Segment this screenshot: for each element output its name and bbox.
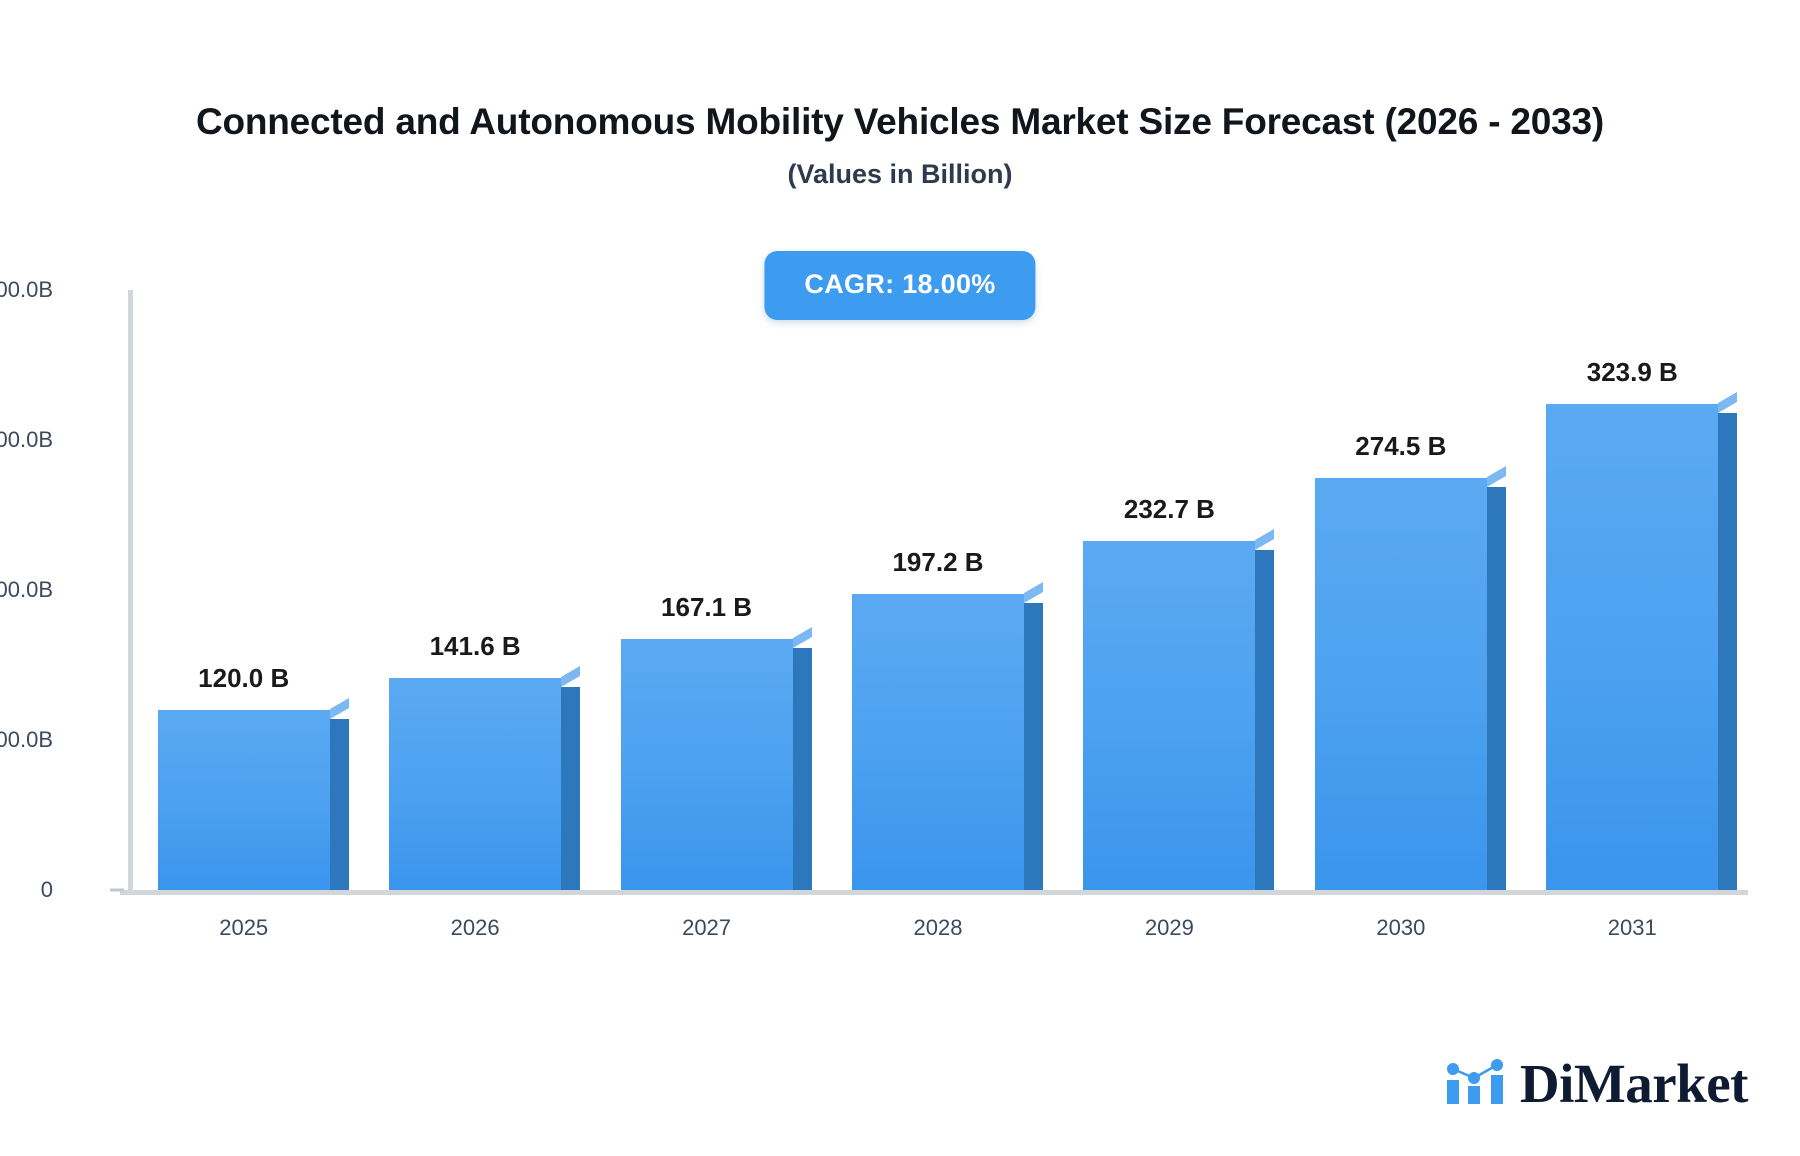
x-axis-tick-label: 2031 <box>1607 915 1657 940</box>
title-block: Connected and Autonomous Mobility Vehicl… <box>0 101 1800 189</box>
bar-front-face <box>620 639 793 890</box>
bar-top-face <box>561 665 581 687</box>
bar-side-face <box>1486 487 1506 890</box>
bar-top-face <box>1718 392 1738 414</box>
bar[interactable]: 120.0 B <box>157 663 349 890</box>
bar-value-label: 323.9 B <box>1586 357 1678 388</box>
bar-value-label: 167.1 B <box>661 592 753 623</box>
bar-side-face <box>329 719 349 890</box>
bar-front-face <box>389 677 562 890</box>
dimarket-logo: DiMarket <box>1445 1053 1749 1114</box>
bar-top-face <box>1486 466 1506 488</box>
x-axis-tick-label: 2025 <box>219 915 269 940</box>
bar-front-face <box>1546 404 1719 890</box>
bar-side-face <box>561 686 581 890</box>
bar-front-face <box>1314 478 1487 890</box>
bar-side-face <box>1255 549 1275 890</box>
y-axis-tick-label: 100.0B <box>0 727 53 752</box>
bar-side-face <box>792 648 812 890</box>
bar-side-face <box>1024 603 1043 890</box>
y-axis-tick-label: 200.0B <box>0 577 53 602</box>
bar-front-face <box>157 710 330 890</box>
bar[interactable]: 197.2 B <box>852 547 1043 890</box>
bar-value-label: 141.6 B <box>429 630 521 661</box>
bar-side-face <box>1718 413 1738 890</box>
plot-area: 0 100.0B 200.0B 300.0B 400.0B 120.0 B 141.6 B… <box>0 277 1748 940</box>
bar[interactable]: 167.1 B <box>620 592 812 890</box>
y-axis-tick-mark <box>110 888 124 892</box>
x-axis-line <box>120 890 1748 895</box>
x-axis-tick-label: 2030 <box>1376 915 1426 940</box>
y-axis-line <box>128 290 133 890</box>
x-axis-tick-label: 2029 <box>1144 915 1194 940</box>
bar-top-face <box>1255 528 1275 550</box>
bar-top-face <box>792 627 812 649</box>
logo-text: DiMarket <box>1519 1053 1749 1114</box>
bar-value-label: 232.7 B <box>1123 493 1215 524</box>
bar-value-label: 120.0 B <box>198 663 290 693</box>
page-title: Connected and Autonomous Mobility Vehicl… <box>195 101 1605 142</box>
bar-value-label: 197.2 B <box>892 547 984 578</box>
x-axis-tick-label: 2026 <box>450 915 500 940</box>
bar[interactable]: 141.6 B <box>389 631 581 890</box>
x-axis-tick-label: 2028 <box>913 915 963 940</box>
bar-top-face <box>1024 582 1043 604</box>
y-axis-tick-label: 400.0B <box>0 277 53 302</box>
bar[interactable]: 232.7 B <box>1083 494 1275 890</box>
bar-front-face <box>852 594 1024 890</box>
bar[interactable]: 323.9 B <box>1546 357 1738 890</box>
bar-line-chart-icon <box>1445 1056 1507 1111</box>
bar-front-face <box>1083 540 1256 890</box>
bar[interactable]: 274.5 B <box>1314 431 1506 890</box>
cagr-badge: CAGR: 18.00% <box>764 251 1036 320</box>
bar-top-face <box>329 698 349 719</box>
chart-subtitle: (Values in Billion) <box>787 158 1013 189</box>
y-axis-tick-label: 300.0B <box>0 427 53 452</box>
x-axis-tick-label: 2027 <box>682 915 732 940</box>
bar-value-label: 274.5 B <box>1355 431 1447 462</box>
y-axis-tick-label: 0 <box>40 877 53 902</box>
